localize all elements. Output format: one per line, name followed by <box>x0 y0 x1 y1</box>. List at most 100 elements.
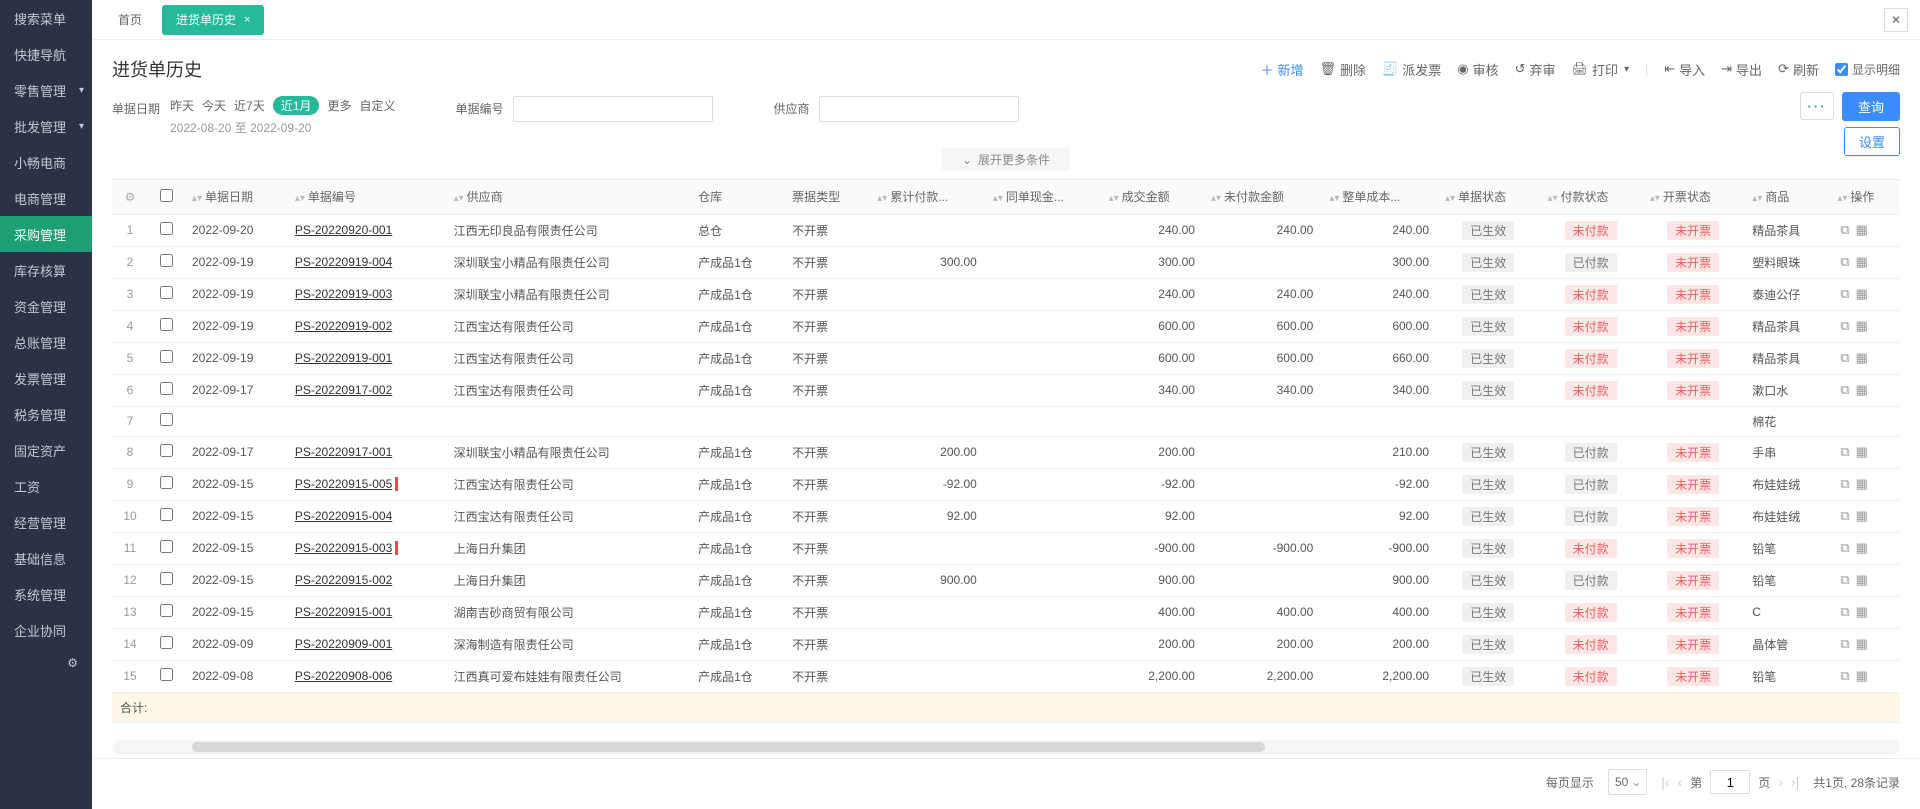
sidebar-item[interactable]: 总账管理 <box>0 324 92 360</box>
table-row[interactable]: 102022-09-15PS-20220915-004江西宝达有限责任公司产成品… <box>112 500 1900 532</box>
sidebar-item[interactable]: 资金管理 <box>0 288 92 324</box>
column-header[interactable]: ⚙ <box>112 180 148 214</box>
table-row[interactable]: 62022-09-17PS-20220917-002江西宝达有限责任公司产成品1… <box>112 374 1900 406</box>
table-row[interactable]: 92022-09-15PS-20220915-005江西宝达有限责任公司产成品1… <box>112 468 1900 500</box>
date-quick-option[interactable]: 近7天 <box>234 97 265 114</box>
column-header[interactable]: ▴▾成交金额 <box>1101 180 1203 214</box>
h-scrollbar[interactable] <box>112 740 1900 754</box>
date-quick-option[interactable]: 今天 <box>202 97 226 114</box>
view-icon[interactable]: ⧉ <box>1840 668 1849 683</box>
doc-link[interactable]: PS-20220917-002 <box>295 383 392 397</box>
row-checkbox[interactable] <box>160 318 173 331</box>
column-header[interactable]: 票据类型 <box>784 180 869 214</box>
view-icon[interactable]: ⧉ <box>1840 508 1849 523</box>
qr-icon[interactable]: ▦ <box>1856 382 1868 397</box>
row-checkbox[interactable] <box>160 222 173 235</box>
table-row[interactable]: 122022-09-15PS-20220915-002上海日升集团产成品1仓不开… <box>112 564 1900 596</box>
table-scroll[interactable]: ⚙▴▾单据日期▴▾单据编号▴▾供应商仓库票据类型▴▾累计付款...▴▾同单现金.… <box>112 179 1900 736</box>
view-icon[interactable]: ⧉ <box>1840 572 1849 587</box>
view-icon[interactable]: ⧉ <box>1840 382 1849 397</box>
sidebar-item[interactable]: 快捷导航 <box>0 36 92 72</box>
view-icon[interactable]: ⧉ <box>1840 636 1849 651</box>
sidebar-item[interactable]: 经营管理 <box>0 504 92 540</box>
column-header[interactable]: ▴▾开票状态 <box>1642 180 1744 214</box>
view-icon[interactable]: ⧉ <box>1840 444 1849 459</box>
settings-gear[interactable]: ⚙ <box>0 648 92 678</box>
doc-link[interactable]: PS-20220920-001 <box>295 223 392 237</box>
add-button[interactable]: ＋新增 <box>1260 60 1303 79</box>
doc-link[interactable]: PS-20220915-004 <box>295 509 392 523</box>
row-checkbox[interactable] <box>160 286 173 299</box>
qr-icon[interactable]: ▦ <box>1856 508 1868 523</box>
sidebar-item[interactable]: 零售管理▾ <box>0 72 92 108</box>
sidebar-item[interactable]: 发票管理 <box>0 360 92 396</box>
column-header[interactable]: ▴▾付款状态 <box>1539 180 1641 214</box>
row-checkbox[interactable] <box>160 413 173 426</box>
row-checkbox[interactable] <box>160 444 173 457</box>
supplier-input[interactable] <box>819 96 1019 122</box>
column-header[interactable]: ▴▾操作 <box>1829 180 1900 214</box>
row-checkbox[interactable] <box>160 254 173 267</box>
table-row[interactable]: 32022-09-19PS-20220919-003深圳联宝小精品有限责任公司产… <box>112 278 1900 310</box>
row-checkbox[interactable] <box>160 540 173 553</box>
select-all-checkbox[interactable] <box>160 189 173 202</box>
sidebar-item[interactable]: 固定资产 <box>0 432 92 468</box>
column-header[interactable]: 仓库 <box>690 180 784 214</box>
page-first[interactable]: |‹ <box>1661 774 1669 790</box>
page-input[interactable] <box>1710 770 1750 794</box>
doc-link[interactable]: PS-20220915-002 <box>295 573 392 587</box>
column-header[interactable]: ▴▾同单现金... <box>985 180 1101 214</box>
row-checkbox[interactable] <box>160 382 173 395</box>
sidebar-item[interactable]: 小畅电商 <box>0 144 92 180</box>
discard-button[interactable]: ↺弃审 <box>1515 60 1556 79</box>
view-icon[interactable]: ⧉ <box>1840 222 1849 237</box>
doc-link[interactable]: PS-20220919-002 <box>295 319 392 333</box>
more-button[interactable]: ··· <box>1800 92 1834 120</box>
view-icon[interactable]: ⧉ <box>1840 254 1849 269</box>
table-row[interactable]: 52022-09-19PS-20220919-001江西宝达有限责任公司产成品1… <box>112 342 1900 374</box>
column-header[interactable]: ▴▾供应商 <box>446 180 691 214</box>
column-header[interactable] <box>148 180 184 214</box>
view-icon[interactable]: ⧉ <box>1840 476 1849 491</box>
view-icon[interactable]: ⧉ <box>1840 540 1849 555</box>
table-row[interactable]: 22022-09-19PS-20220919-004深圳联宝小精品有限责任公司产… <box>112 246 1900 278</box>
row-checkbox[interactable] <box>160 636 173 649</box>
doc-link[interactable]: PS-20220909-001 <box>295 637 392 651</box>
qr-icon[interactable]: ▦ <box>1856 636 1868 651</box>
row-checkbox[interactable] <box>160 350 173 363</box>
table-row[interactable]: 42022-09-19PS-20220919-002江西宝达有限责任公司产成品1… <box>112 310 1900 342</box>
doc-link[interactable]: PS-20220919-004 <box>295 255 392 269</box>
column-header[interactable]: ▴▾整单成本... <box>1321 180 1437 214</box>
row-checkbox[interactable] <box>160 508 173 521</box>
doc-link[interactable]: PS-20220908-006 <box>295 669 392 683</box>
refresh-button[interactable]: ⟳刷新 <box>1778 60 1819 79</box>
date-quick-option[interactable]: 昨天 <box>170 97 194 114</box>
sidebar-item[interactable]: 系统管理 <box>0 576 92 612</box>
sidebar-item[interactable]: 搜索菜单 <box>0 0 92 36</box>
sidebar-item[interactable]: 基础信息 <box>0 540 92 576</box>
page-prev[interactable]: ‹ <box>1678 774 1683 790</box>
row-checkbox[interactable] <box>160 572 173 585</box>
tab-home[interactable]: 首页 <box>104 5 156 35</box>
delete-button[interactable]: 🗑删除 <box>1320 60 1367 79</box>
print-button[interactable]: 🖨打印▾ <box>1572 60 1630 79</box>
doc-link[interactable]: PS-20220915-001 <box>295 605 392 619</box>
date-quick-option[interactable]: 更多 <box>327 97 351 114</box>
show-detail-toggle[interactable]: 显示明细 <box>1835 61 1900 78</box>
per-page-select[interactable]: 50 <box>1608 769 1647 795</box>
column-header[interactable]: ▴▾未付款金额 <box>1203 180 1321 214</box>
column-header[interactable]: ▴▾单据日期 <box>184 180 287 214</box>
view-icon[interactable]: ⧉ <box>1840 318 1849 333</box>
qr-icon[interactable]: ▦ <box>1856 444 1868 459</box>
invoice-button[interactable]: 🧾派发票 <box>1382 60 1441 79</box>
page-next[interactable]: › <box>1778 774 1783 790</box>
audit-button[interactable]: ◉审核 <box>1457 60 1498 79</box>
show-detail-checkbox[interactable] <box>1835 63 1848 76</box>
date-quick-option[interactable]: 近1月 <box>273 96 320 115</box>
qr-icon[interactable]: ▦ <box>1856 254 1868 269</box>
column-header[interactable]: ▴▾累计付款... <box>869 180 985 214</box>
table-row[interactable]: 12022-09-20PS-20220920-001江西无印良品有限责任公司总仓… <box>112 214 1900 246</box>
search-button[interactable]: 查询 <box>1842 92 1900 121</box>
view-icon[interactable]: ⧉ <box>1840 286 1849 301</box>
qr-icon[interactable]: ▦ <box>1856 668 1868 683</box>
